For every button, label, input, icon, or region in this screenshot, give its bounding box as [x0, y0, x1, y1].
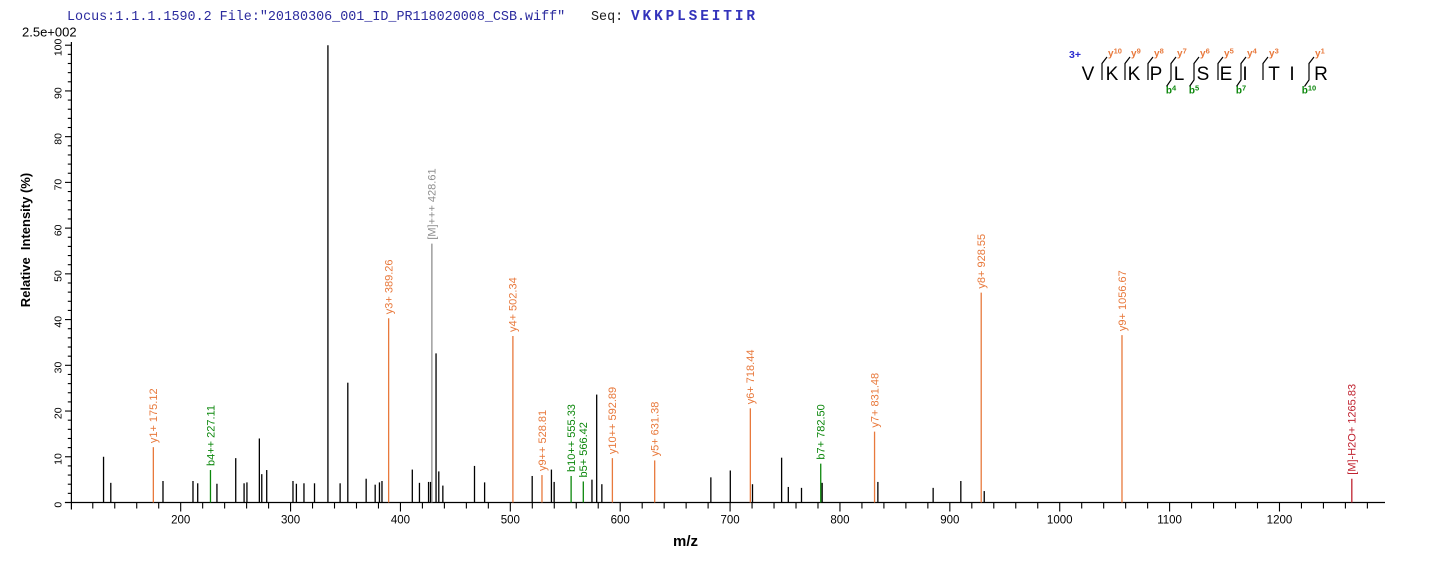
peaks [102, 45, 1353, 503]
y-axis-tick-label: 60 [53, 224, 65, 236]
ladder-y-ion-label: y8 [1154, 47, 1164, 60]
ladder-y-ion-label: y5 [1224, 47, 1234, 60]
ladder-y-ion-label: y4 [1247, 47, 1258, 60]
y-axis-tick-label: 50 [53, 270, 65, 282]
peak-annotation-label: b10++ 555.33 [566, 404, 578, 472]
residue-letter: I [1289, 64, 1294, 85]
x-axis-tick-label: 200 [171, 515, 190, 527]
y-axis-tick-label: 80 [53, 133, 65, 145]
header: Locus:1.1.1.1590.2 File:"20180306_001_ID… [22, 9, 758, 40]
ladder-b-ion-label: b4 [1166, 84, 1177, 97]
ladder-y-ion-label: y10 [1108, 47, 1122, 60]
peak-annotation-label: y10++ 592.89 [607, 387, 619, 454]
peak-annotation-label: y9++ 528.81 [537, 410, 549, 471]
x-axis-tick-label: 800 [830, 515, 849, 527]
x-axis-tick-label: 1200 [1267, 515, 1293, 527]
fragment-mark [1217, 56, 1224, 80]
residue-letter: V [1082, 64, 1095, 85]
full-scale-label: 2.5e+002 [22, 25, 77, 40]
x-axis-tick-label: 300 [281, 515, 300, 527]
peak-annotation-label: b5+ 566.42 [578, 422, 590, 477]
x-axis-title: m/z [673, 533, 698, 550]
peak-annotation-label: y6+ 718.44 [745, 350, 757, 405]
y-axis-tick-label: 30 [53, 362, 65, 374]
fragment-mark [1262, 56, 1269, 80]
residue-letter: E [1220, 64, 1233, 85]
peak-annotation-label: [M]+++ 428.61 [427, 168, 439, 239]
peak-annotation-label: [M]-H2O+ 1265.83 [1347, 384, 1359, 475]
residue-letter: S [1197, 64, 1210, 85]
y-axis-tick-label: 100 [53, 38, 65, 56]
residue-letter: L [1174, 64, 1185, 85]
axes: 200 300 400 500 600 700 800 900 1000 1100 1200 0 10 2… [18, 38, 1385, 550]
residue-letter: K [1128, 64, 1141, 85]
peak-annotation-label: y8+ 928.55 [976, 234, 988, 289]
fragment-mark [1166, 56, 1177, 87]
x-axis-tick-label: 500 [501, 515, 520, 527]
residue-letter: R [1314, 64, 1328, 85]
peak-annotation-label: y7+ 831.48 [869, 373, 881, 428]
x-axis-tick-label: 900 [940, 515, 959, 527]
fragment-mark [1189, 56, 1200, 87]
fragment-mark [1236, 56, 1247, 87]
ladder-b-ion-label: b7 [1236, 84, 1246, 97]
header-seq-label: Seq: [591, 10, 623, 25]
x-axis-tick-label: 400 [391, 515, 410, 527]
peak-annotation-label: y5+ 631.38 [649, 402, 661, 457]
residue-letter: I [1242, 64, 1247, 85]
ladder-y-ion-label: y3 [1269, 47, 1279, 60]
ladder-b-ion-label: b10 [1302, 84, 1316, 97]
y-axis-tick-label: 90 [53, 87, 65, 99]
ladder-y-ion-label: y1 [1315, 47, 1325, 60]
peak-annotation-label: y9+ 1056.67 [1117, 270, 1129, 331]
fragment-mark [1101, 56, 1108, 80]
peak-annotation-label: y1+ 175.12 [148, 388, 160, 443]
x-axis-tick-label: 1100 [1157, 515, 1182, 527]
y-axis-tick-label: 40 [53, 316, 65, 328]
residue-letter: T [1268, 64, 1280, 85]
x-axis-tick-label: 1000 [1047, 515, 1073, 527]
y-axis-tick-label: 20 [53, 407, 65, 419]
peak-annotation-label: y3+ 389.26 [383, 259, 395, 314]
ladder-b-ion-label: b5 [1189, 84, 1199, 97]
header-locus-file-text: Locus:1.1.1.1590.2 File:"20180306_001_ID… [67, 10, 565, 25]
y-axis-tick-label: 70 [53, 179, 65, 191]
y-axis-tick-label: 0 [53, 502, 65, 508]
fragment-mark [1124, 56, 1131, 80]
ladder-y-ion-label: y7 [1177, 47, 1187, 60]
residue-letter: P [1150, 64, 1163, 85]
x-axis-tick-label: 600 [611, 515, 630, 527]
header-seq-value: VKKPLSEITIR [631, 9, 758, 25]
peak-annotation-label: b7+ 782.50 [816, 404, 828, 459]
ladder-y-ion-label: y6 [1200, 47, 1210, 60]
charge-state-label: 3+ [1069, 49, 1081, 61]
fragment-mark [1304, 56, 1315, 87]
y-axis-title: Relative Intensity (%) [18, 173, 33, 307]
x-axis-tick-label: 700 [720, 515, 739, 527]
peak-annotation-label: y4+ 502.34 [508, 277, 520, 332]
peak-labels: y1+ 175.12 b4++ 227.11 y3+ 389.26 [M]+++ 42… [148, 168, 1358, 477]
residue-letter: K [1106, 64, 1119, 85]
ladder-y-ion-label: y9 [1131, 47, 1141, 60]
fragment-mark [1147, 56, 1154, 80]
peak-annotation-label: b4++ 227.11 [205, 405, 217, 466]
y-axis-tick-label: 10 [53, 453, 65, 465]
